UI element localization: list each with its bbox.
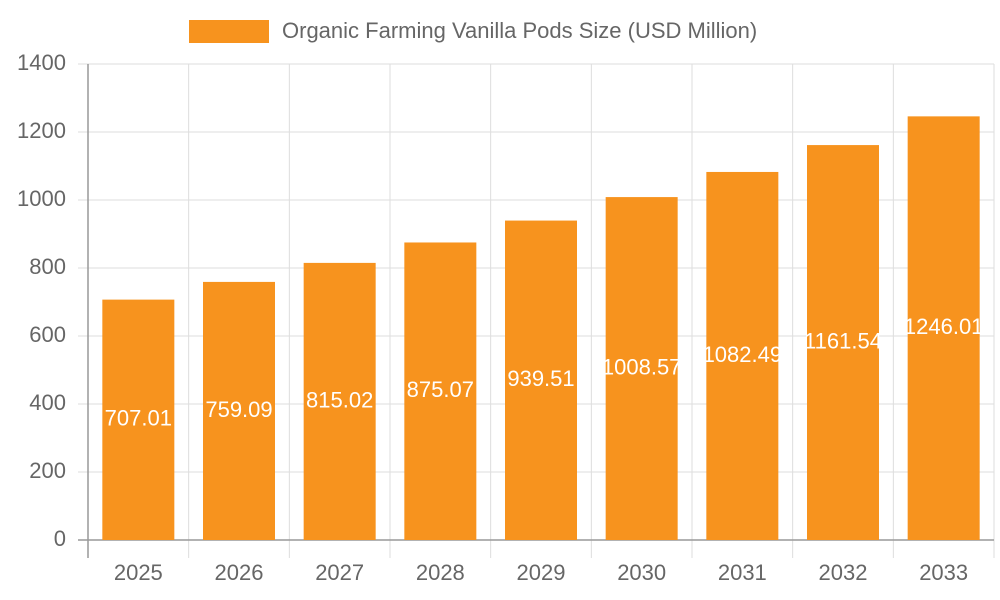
bar	[203, 281, 275, 540]
bar	[706, 171, 779, 540]
bar	[807, 145, 879, 540]
bar	[505, 220, 577, 541]
x-tick-label: 2032	[819, 560, 868, 585]
data-label: 1008.57	[602, 354, 682, 379]
data-label: 707.01	[105, 406, 172, 431]
x-tick-label: 2030	[617, 560, 666, 585]
y-tick-label: 600	[29, 322, 66, 347]
data-label: 939.51	[507, 366, 574, 391]
data-label: 815.02	[306, 387, 373, 412]
x-tick-label: 2033	[919, 560, 968, 585]
x-tick-label: 2028	[416, 560, 465, 585]
y-tick-label: 1400	[17, 50, 66, 75]
bar	[102, 299, 175, 540]
data-label: 1161.54	[804, 328, 882, 353]
bar	[907, 116, 980, 540]
x-tick-label: 2025	[114, 560, 163, 585]
bar	[404, 242, 477, 540]
y-tick-label: 1200	[17, 118, 66, 143]
x-tick-label: 2027	[315, 560, 364, 585]
legend-swatch	[189, 20, 269, 43]
bar	[303, 262, 376, 540]
y-tick-label: 800	[29, 254, 66, 279]
legend-label: Organic Farming Vanilla Pods Size (USD M…	[282, 18, 757, 43]
y-tick-label: 400	[29, 390, 66, 415]
x-tick-label: 2031	[718, 560, 767, 585]
y-tick-label: 0	[54, 526, 66, 551]
data-label: 1246.01	[904, 314, 984, 339]
y-tick-label: 200	[29, 458, 66, 483]
x-tick-label: 2029	[517, 560, 566, 585]
data-label: 1082.49	[703, 342, 783, 367]
data-label: 875.07	[407, 377, 474, 402]
x-tick-label: 2026	[215, 560, 264, 585]
data-label: 759.09	[205, 397, 272, 422]
bar	[605, 197, 678, 541]
y-tick-label: 1000	[17, 186, 66, 211]
